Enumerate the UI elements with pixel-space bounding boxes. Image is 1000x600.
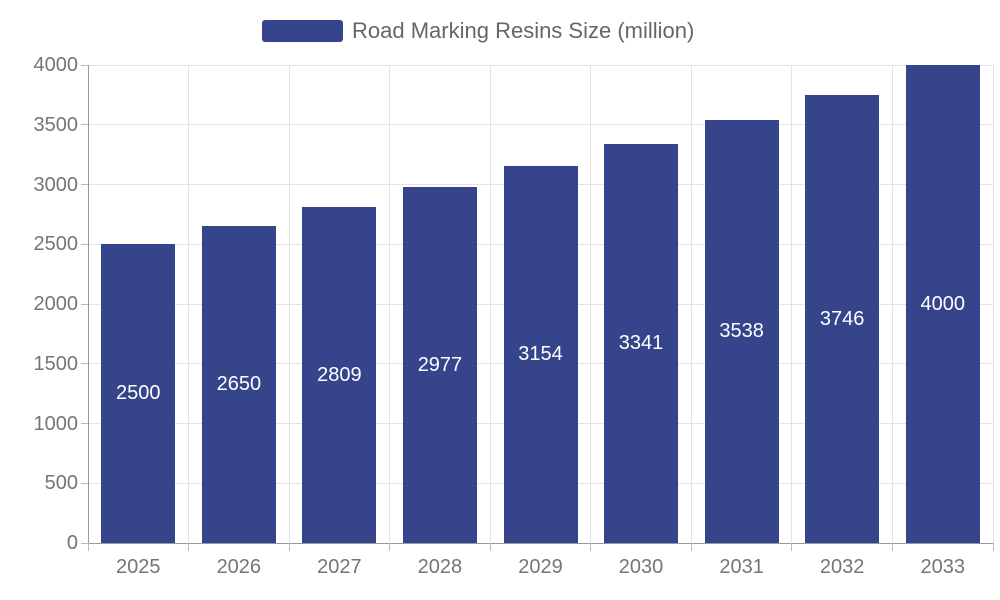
bar-value-label: 3538 xyxy=(719,320,764,343)
y-axis-label: 4000 xyxy=(33,54,79,76)
bar[interactable]: 2977 xyxy=(402,187,477,543)
bar[interactable]: 3341 xyxy=(604,143,679,543)
x-axis-label: 2025 xyxy=(116,556,161,578)
bar-value-label: 2809 xyxy=(317,363,362,386)
x-axis-tick xyxy=(891,543,893,551)
bar[interactable]: 3154 xyxy=(503,166,578,543)
x-splitline xyxy=(690,65,692,543)
bar-value-label: 2650 xyxy=(216,373,262,396)
legend-item[interactable]: Road Marking Resins Size (million) xyxy=(262,18,695,43)
x-axis-label: 2030 xyxy=(618,556,664,578)
legend-swatch xyxy=(262,20,343,42)
x-axis-label: 2026 xyxy=(216,556,262,578)
bar[interactable]: 2500 xyxy=(101,244,176,543)
bar[interactable]: 3538 xyxy=(704,120,779,543)
x-axis-label: 2031 xyxy=(719,556,764,578)
bar-value-label: 3746 xyxy=(819,307,865,330)
x-axis-tick xyxy=(188,543,190,551)
bar[interactable]: 4000 xyxy=(905,65,980,543)
bar-value-label: 4000 xyxy=(920,292,965,315)
x-axis-label: 2032 xyxy=(819,556,865,578)
y-axis-label: 3500 xyxy=(33,113,79,136)
y-axis-label: 500 xyxy=(44,472,78,495)
bar-value-label: 2500 xyxy=(116,382,161,405)
y-axis-tick xyxy=(81,482,88,484)
x-splitline xyxy=(791,65,793,543)
y-gridline xyxy=(88,64,993,66)
bar-value-label: 2977 xyxy=(417,353,463,376)
x-axis-tick xyxy=(87,543,89,551)
bar-value-label: 3341 xyxy=(618,331,664,354)
y-axis-label: 1500 xyxy=(33,352,79,375)
y-axis-line xyxy=(87,65,89,543)
y-axis-tick xyxy=(81,542,88,544)
x-axis-label: 2027 xyxy=(317,556,362,578)
y-axis-tick xyxy=(81,243,88,245)
x-axis-tick xyxy=(389,543,391,551)
bar[interactable]: 2809 xyxy=(302,207,377,543)
legend-label: Road Marking Resins Size (million) xyxy=(352,18,695,43)
bar[interactable]: 2650 xyxy=(201,226,276,543)
x-splitline xyxy=(891,65,893,543)
y-axis-label: 2000 xyxy=(33,293,79,315)
x-splitline xyxy=(590,65,592,543)
x-axis-label: 2029 xyxy=(518,556,563,578)
x-axis-tick xyxy=(791,543,793,551)
x-axis-tick xyxy=(992,543,994,551)
bar[interactable]: 3746 xyxy=(805,95,880,543)
x-axis-line xyxy=(88,542,993,544)
y-axis-tick xyxy=(81,124,88,126)
x-splitline xyxy=(188,65,190,543)
x-axis-tick xyxy=(489,543,491,551)
x-axis-tick xyxy=(590,543,592,551)
x-splitline xyxy=(992,65,994,543)
bar-value-label: 3154 xyxy=(518,343,563,366)
y-axis-tick xyxy=(81,184,88,185)
y-axis-label: 2500 xyxy=(33,233,79,256)
y-axis-tick xyxy=(81,303,88,305)
x-axis-tick xyxy=(288,543,290,551)
y-axis-tick xyxy=(81,423,88,424)
y-axis-label: 3000 xyxy=(33,173,79,196)
y-axis-tick xyxy=(81,64,88,66)
x-splitline xyxy=(489,65,491,543)
x-axis-label: 2028 xyxy=(417,556,463,578)
y-axis-label: 0 xyxy=(66,532,78,554)
y-gridline xyxy=(88,124,993,126)
x-axis-tick xyxy=(690,543,692,551)
y-axis-tick xyxy=(81,363,88,365)
x-splitline xyxy=(288,65,290,543)
x-splitline xyxy=(389,65,391,543)
y-axis-label: 1000 xyxy=(33,412,79,435)
x-axis-label: 2033 xyxy=(920,556,965,578)
